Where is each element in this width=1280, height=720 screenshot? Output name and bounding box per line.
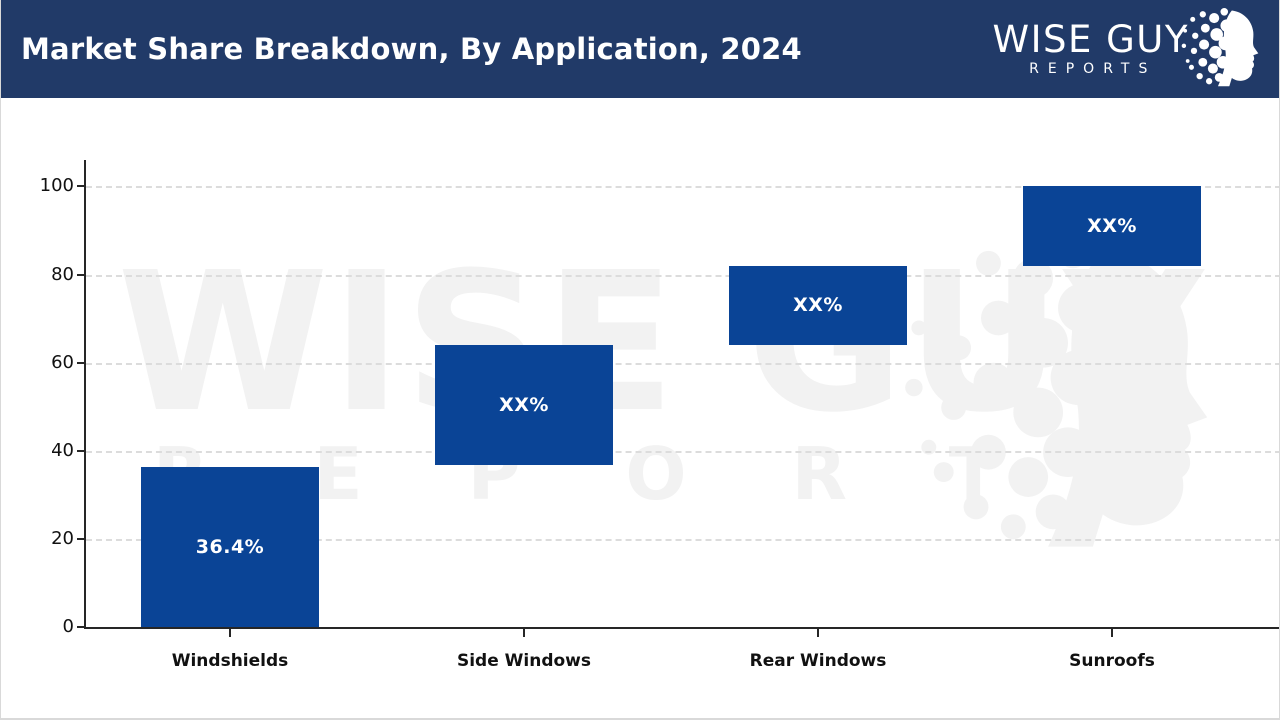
gridline-80 bbox=[86, 274, 1279, 277]
bar-value-label: XX% bbox=[1087, 215, 1137, 238]
y-tick-mark bbox=[77, 361, 84, 364]
y-tick-mark bbox=[77, 185, 84, 188]
x-category-label: Side Windows bbox=[456, 651, 592, 671]
bar-side-windows: XX% bbox=[435, 345, 613, 465]
y-tick-label: 80 bbox=[51, 263, 74, 285]
x-tick-mark bbox=[523, 629, 525, 637]
x-tick-mark bbox=[1111, 629, 1113, 637]
x-tick-mark bbox=[817, 629, 819, 637]
y-axis-spine bbox=[84, 160, 86, 629]
y-tick-mark bbox=[77, 537, 84, 540]
logo-subtext: REPORTS bbox=[1029, 60, 1157, 77]
y-tick-label: 60 bbox=[51, 351, 74, 373]
logo-face-icon bbox=[1181, 8, 1259, 87]
logo-text: WISE GUY REPORTS bbox=[992, 18, 1189, 77]
y-tick-label: 0 bbox=[62, 616, 74, 637]
bar-windshields: 36.4% bbox=[141, 466, 319, 627]
y-tick-mark bbox=[77, 626, 84, 628]
logo-wordmark: WISE GUY bbox=[992, 18, 1189, 62]
wise-guy-logo: WISE GUY REPORTS bbox=[993, 8, 1271, 90]
gridline-20 bbox=[86, 538, 1279, 541]
y-tick-mark bbox=[77, 449, 84, 452]
y-tick-label: 20 bbox=[51, 527, 74, 549]
waterfall-chart: 0 20 40 60 80 100 36.4% Windshields XX% Side Wind… bbox=[40, 160, 1279, 671]
x-category-label: Windshields bbox=[171, 651, 289, 671]
gridline-40 bbox=[86, 450, 1279, 453]
x-tick-mark bbox=[229, 629, 231, 637]
y-tick-label: 40 bbox=[51, 439, 74, 461]
x-category-label: Rear Windows bbox=[749, 651, 887, 671]
gridline-100 bbox=[86, 186, 1279, 189]
bar-sunroofs: XX% bbox=[1023, 186, 1201, 266]
header-bar: Market Share Breakdown, By Application, … bbox=[1, 0, 1279, 98]
bar-rear-windows: XX% bbox=[729, 265, 907, 346]
y-tick-mark bbox=[77, 273, 84, 276]
y-tick-label: 100 bbox=[39, 175, 74, 197]
x-category-label: Sunroofs bbox=[1069, 651, 1155, 671]
chart-title: Market Share Breakdown, By Application, … bbox=[21, 32, 802, 66]
bar-value-label: XX% bbox=[499, 393, 549, 416]
x-axis-spine bbox=[84, 627, 1279, 629]
bar-value-label: XX% bbox=[793, 294, 843, 317]
gridline-60 bbox=[86, 362, 1279, 365]
bar-value-label: 36.4% bbox=[195, 535, 265, 558]
